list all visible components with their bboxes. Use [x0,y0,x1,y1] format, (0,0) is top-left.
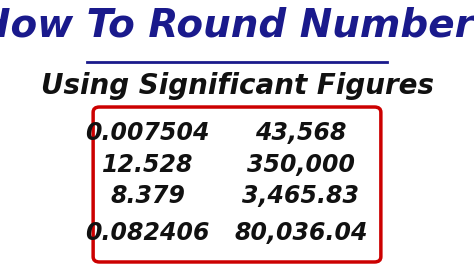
Text: 43,568: 43,568 [255,121,346,145]
FancyBboxPatch shape [93,107,381,262]
Text: 0.007504: 0.007504 [85,121,210,145]
Text: 80,036.04: 80,036.04 [234,221,368,245]
Text: 3,465.83: 3,465.83 [242,184,359,208]
Text: 12.528: 12.528 [102,153,193,177]
Text: 0.082406: 0.082406 [85,221,210,245]
Text: Using Significant Figures: Using Significant Figures [40,72,434,100]
Text: 350,000: 350,000 [247,153,355,177]
Text: 8.379: 8.379 [110,184,185,208]
Text: How To Round Numbers: How To Round Numbers [0,7,474,45]
